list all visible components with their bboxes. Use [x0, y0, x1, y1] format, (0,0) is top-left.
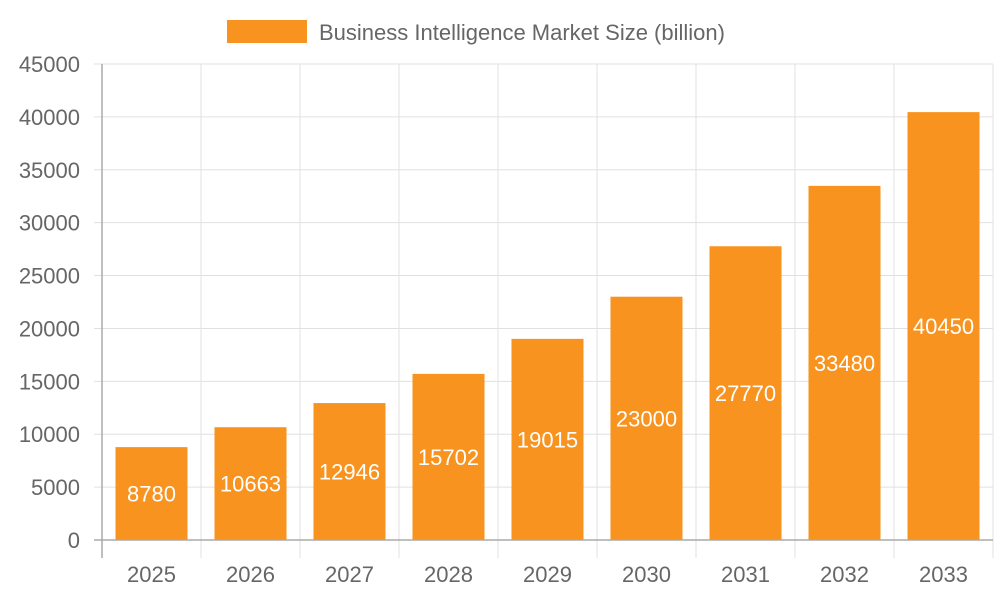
- bar-2025[interactable]: [115, 447, 188, 540]
- bar-2026[interactable]: [214, 427, 287, 540]
- y-tick-label: 25000: [19, 264, 80, 289]
- bar-2029[interactable]: [511, 338, 584, 540]
- y-tick-label: 45000: [19, 52, 80, 77]
- y-tick-label: 20000: [19, 316, 80, 341]
- bar-value-label: 23000: [616, 406, 677, 431]
- y-tick-label: 15000: [19, 369, 80, 394]
- bar-value-label: 10663: [220, 472, 281, 497]
- legend: Business Intelligence Market Size (billi…: [227, 20, 725, 45]
- bar-2031[interactable]: [709, 246, 782, 540]
- x-tick-label: 2028: [424, 562, 473, 587]
- bar-value-label: 8780: [127, 482, 176, 507]
- legend-label: Business Intelligence Market Size (billi…: [319, 20, 725, 45]
- y-tick-label: 35000: [19, 158, 80, 183]
- x-tick-label: 2029: [523, 562, 572, 587]
- x-tick-label: 2027: [325, 562, 374, 587]
- x-tick-label: 2031: [721, 562, 770, 587]
- y-tick-label: 10000: [19, 422, 80, 447]
- axes: 0 5000 10000 15000 20000 25000 30000 35000 40000…: [19, 52, 993, 587]
- bar-value-label: 15702: [418, 445, 479, 470]
- bar-2028[interactable]: [412, 373, 485, 540]
- bar-value-label: 12946: [319, 460, 380, 485]
- legend-swatch: [227, 20, 307, 43]
- x-tick-label: 2026: [226, 562, 275, 587]
- y-tick-label: 5000: [31, 475, 80, 500]
- bar-value-label: 33480: [814, 351, 875, 376]
- x-tick-label: 2030: [622, 562, 671, 587]
- x-tick-label: 2025: [127, 562, 176, 587]
- y-tick-label: 0: [68, 528, 80, 553]
- y-tick-label: 30000: [19, 211, 80, 236]
- bar-2032[interactable]: [808, 185, 881, 540]
- bars: 8780 10663 12946 15702 19015 23000 27770 33480 4…: [115, 112, 980, 540]
- x-tick-label: 2033: [919, 562, 968, 587]
- bar-2027[interactable]: [313, 403, 386, 540]
- bar-value-label: 40450: [913, 314, 974, 339]
- bar-value-label: 19015: [517, 427, 578, 452]
- bar-value-label: 27770: [715, 381, 776, 406]
- y-tick-label: 40000: [19, 105, 80, 130]
- bar-2033[interactable]: [907, 112, 980, 540]
- bar-2030[interactable]: [610, 296, 683, 540]
- x-tick-label: 2032: [820, 562, 869, 587]
